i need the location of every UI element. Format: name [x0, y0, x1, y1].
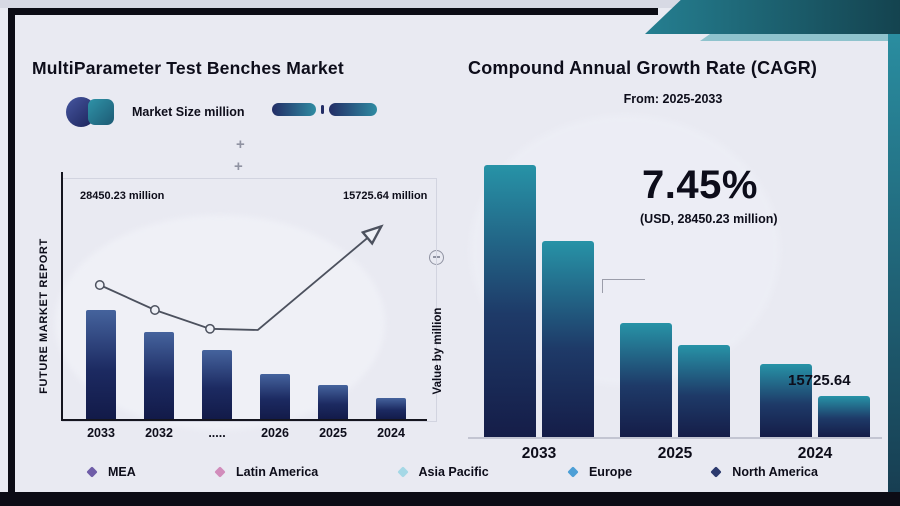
cagr-bar-group-2025: 2025 [620, 323, 730, 462]
market-x-label-2024: 2024 [377, 426, 405, 440]
market-x-axis [61, 419, 427, 421]
market-size-legend: Market Size million [66, 96, 245, 128]
cagr-bar-group-2033: 2033 [484, 165, 594, 462]
top-margin-strip [0, 0, 900, 8]
legend-label: North America [732, 465, 818, 479]
cagr-bar-2033-b [542, 241, 594, 437]
market-bar-2025 [318, 385, 348, 420]
frame-left-bar [8, 8, 15, 492]
market-bar-2033 [86, 310, 116, 420]
teal-corner-accent-light [700, 34, 900, 41]
market-bar-column [246, 374, 304, 420]
market-bar-column [304, 385, 362, 420]
legend-label: Europe [588, 465, 633, 479]
future-market-report-label: FUTURE MARKET REPORT [38, 238, 50, 394]
plus-decoration: + [236, 136, 245, 153]
market-bar-2032 [144, 332, 174, 420]
cagr-y-axis-label: Value by million [432, 307, 444, 395]
teal-corner-accent [645, 0, 900, 34]
legend-item-latin-america: Latin America [214, 465, 319, 479]
cagr-bar-2025-b [678, 345, 730, 437]
market-size-icon [66, 96, 118, 128]
cagr-period-label: From: 2025-2033 [623, 92, 723, 106]
legend-item-north-america: North America [710, 465, 818, 479]
legend-label: MEA [108, 465, 136, 479]
market-x-label-2033: 2033 [87, 426, 115, 440]
legend-marker-icon [86, 466, 98, 478]
market-bar-column [362, 398, 420, 420]
market-bar-column [72, 310, 130, 420]
legend-marker-icon [396, 466, 409, 478]
market-bar-column [130, 332, 188, 420]
legend-pill-separator [321, 105, 324, 114]
trend-arrow-line [94, 224, 384, 334]
legend-item-mea: MEA [86, 465, 136, 479]
market-y-axis [61, 172, 63, 421]
cagr-x-label-2025: 2025 [657, 445, 693, 462]
cagr-bar-2033-a [484, 165, 536, 437]
legend-pill [329, 103, 377, 116]
market-bar-..... [202, 350, 232, 420]
legend-label: Latin America [236, 465, 319, 479]
cagr-x-label-2033: 2033 [521, 445, 557, 462]
market-bar-2024 [376, 398, 406, 420]
market-x-label-2025: 2025 [319, 426, 347, 440]
cagr-value: 7.45% [642, 163, 758, 207]
market-bar-column [188, 350, 246, 420]
cagr-2024-value-label: 15725.64 [788, 372, 851, 389]
market-min-value-label: 15725.64 million [343, 190, 428, 202]
frame-top-bar [8, 8, 658, 15]
teal-right-bar [888, 34, 900, 492]
cagr-bar-2024-a [760, 364, 812, 437]
market-max-value-label: 28450.23 million [80, 190, 165, 202]
legend-marker-icon [214, 466, 226, 478]
frame-bottom-bar [0, 492, 900, 506]
cagr-bar-2025-a [620, 323, 672, 437]
cagr-x-label-2024: 2024 [797, 445, 833, 462]
market-x-labels: 2033 2032..... 2026 2025 2024 [72, 426, 420, 440]
legend-pill [272, 103, 316, 116]
legend-item-asia-pacific: Asia Pacific [396, 465, 489, 479]
cagr-chart-title: Compound Annual Growth Rate (CAGR) [468, 58, 818, 78]
region-legend: MEA Latin America Asia Pacific Europe North … [86, 465, 818, 479]
market-bar-2026 [260, 374, 290, 420]
legend-marker-icon [710, 466, 722, 478]
legend-item-europe: Europe [567, 465, 633, 479]
cagr-bars: 2033 2025 2024 [468, 160, 882, 462]
cagr-bar-group-2024: 2024 [760, 364, 870, 462]
cagr-bar-2024-b [818, 396, 870, 437]
icon-square-shape [88, 99, 114, 125]
legend-label: Asia Pacific [418, 465, 489, 479]
market-x-label-2026: 2026 [261, 426, 289, 440]
step-line-decoration [602, 279, 645, 293]
legend-marker-icon [567, 466, 579, 478]
market-x-label-.....: ..... [208, 426, 226, 440]
market-x-label-2032: 2032 [145, 426, 173, 440]
market-size-legend-label: Market Size million [132, 105, 245, 119]
market-bars [72, 170, 420, 420]
legend-pills [272, 103, 377, 116]
plus-decoration: + [234, 158, 243, 175]
cagr-detail: (USD, 28450.23 million) [640, 212, 778, 226]
market-chart-title: MultiParameter Test Benches Market [32, 58, 344, 78]
